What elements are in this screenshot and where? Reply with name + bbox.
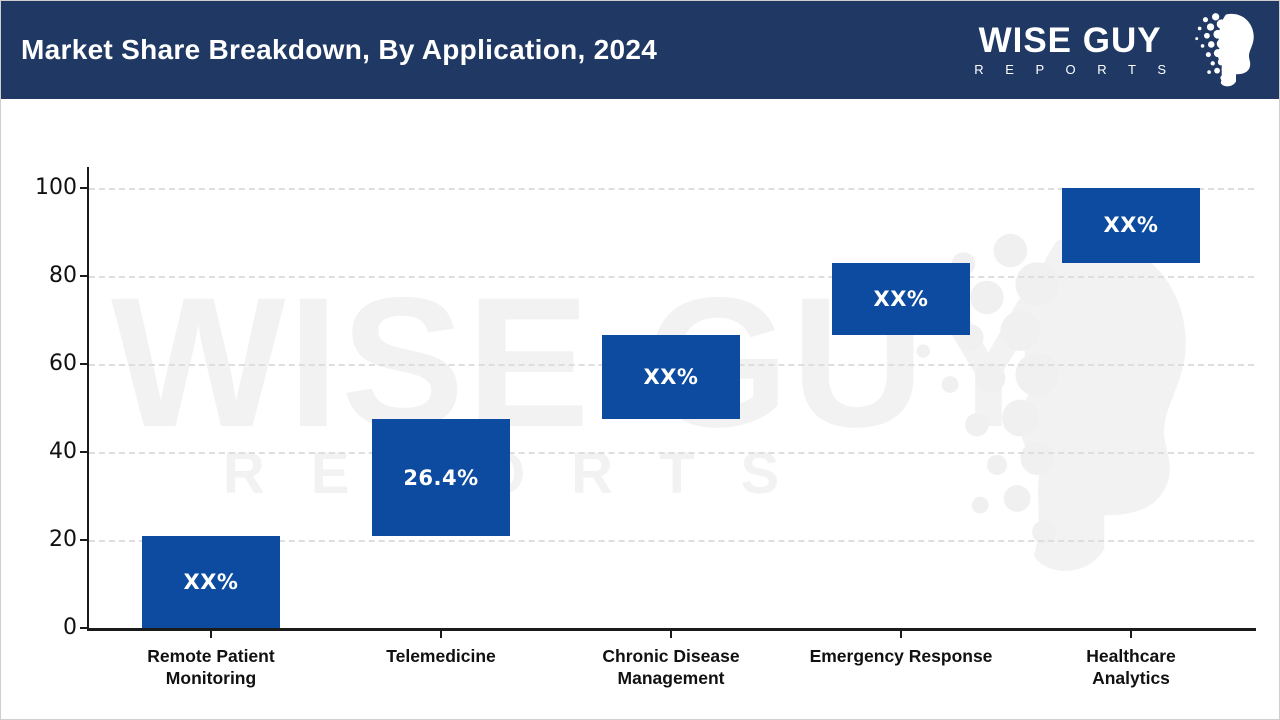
category-label-line: Emergency Response (809, 646, 993, 666)
wiseguy-logo: WISE GUY R E P O R T S (974, 9, 1263, 93)
category-label-remote-patient-monitoring: Remote Patient Monitoring (96, 646, 326, 690)
bar-value-label-chronic-disease-management: XX% (643, 365, 699, 390)
wiseguy-logo-text: WISE GUY R E P O R T S (965, 21, 1175, 77)
bar-chronic-disease-management: XX% (602, 335, 740, 420)
category-label-telemedicine: Telemedicine (326, 646, 556, 668)
wiseguy-logo-line2: R E P O R T S (974, 61, 1175, 77)
x-tick-mark-telemedicine (440, 631, 442, 638)
bar-value-label-healthcare-analytics: XX% (1103, 213, 1159, 238)
category-label-line: Telemedicine (386, 646, 496, 666)
y-tick-label-60: 60 (49, 351, 77, 376)
y-tick-label-100: 100 (35, 175, 77, 200)
bar-value-label-telemedicine: 26.4% (403, 465, 479, 490)
gridline-100 (89, 188, 1254, 190)
x-tick-mark-remote-patient-monitoring (210, 631, 212, 638)
y-tick-mark-0 (80, 627, 88, 629)
y-tick-mark-80 (80, 275, 88, 277)
x-tick-mark-chronic-disease-management (670, 631, 672, 638)
category-label-line: Analytics (1092, 667, 1170, 688)
x-tick-mark-emergency-response (900, 631, 902, 638)
wiseguy-logo-line1: WISE GUY (978, 21, 1162, 60)
category-label-line: Remote Patient (147, 646, 275, 666)
y-axis-line (87, 167, 89, 631)
bar-value-label-emergency-response: XX% (873, 287, 929, 312)
y-tick-label-20: 20 (49, 527, 77, 552)
category-label-chronic-disease-management: Chronic Disease Management (556, 646, 786, 690)
y-tick-mark-20 (80, 539, 88, 541)
bar-remote-patient-monitoring: XX% (142, 535, 280, 628)
category-label-line: Healthcare (1086, 646, 1176, 666)
wiseguy-face-icon (1195, 13, 1254, 87)
gridline-80 (89, 276, 1254, 278)
plot-area: 0 20 40 60 80 100 XX% Remote Patient Monitoring 2… (35, 167, 1256, 688)
bar-emergency-response: XX% (832, 262, 970, 336)
category-label-line: Monitoring (165, 667, 257, 688)
y-tick-mark-100 (80, 187, 88, 189)
bar-healthcare-analytics: XX% (1062, 188, 1200, 263)
y-tick-label-40: 40 (49, 439, 77, 464)
y-tick-label-80: 80 (49, 263, 77, 288)
bar-telemedicine: 26.4% (372, 419, 510, 536)
y-tick-mark-40 (80, 451, 88, 453)
category-label-line: Management (617, 667, 725, 688)
chart-title: Market Share Breakdown, By Application, … (21, 34, 658, 65)
x-tick-mark-healthcare-analytics (1130, 631, 1132, 638)
x-axis-line (87, 628, 1256, 631)
y-tick-mark-60 (80, 363, 88, 365)
bar-value-label-remote-patient-monitoring: XX% (183, 569, 239, 594)
category-label-line: Chronic Disease (602, 646, 740, 666)
y-tick-label-0: 0 (63, 615, 77, 640)
header-bar: Market Share Breakdown, By Application, … (1, 1, 1279, 99)
gridline-40 (89, 452, 1254, 454)
category-label-healthcare-analytics: Healthcare Analytics (1016, 646, 1246, 690)
gridline-20 (89, 540, 1254, 542)
category-label-emergency-response: Emergency Response (786, 646, 1016, 668)
